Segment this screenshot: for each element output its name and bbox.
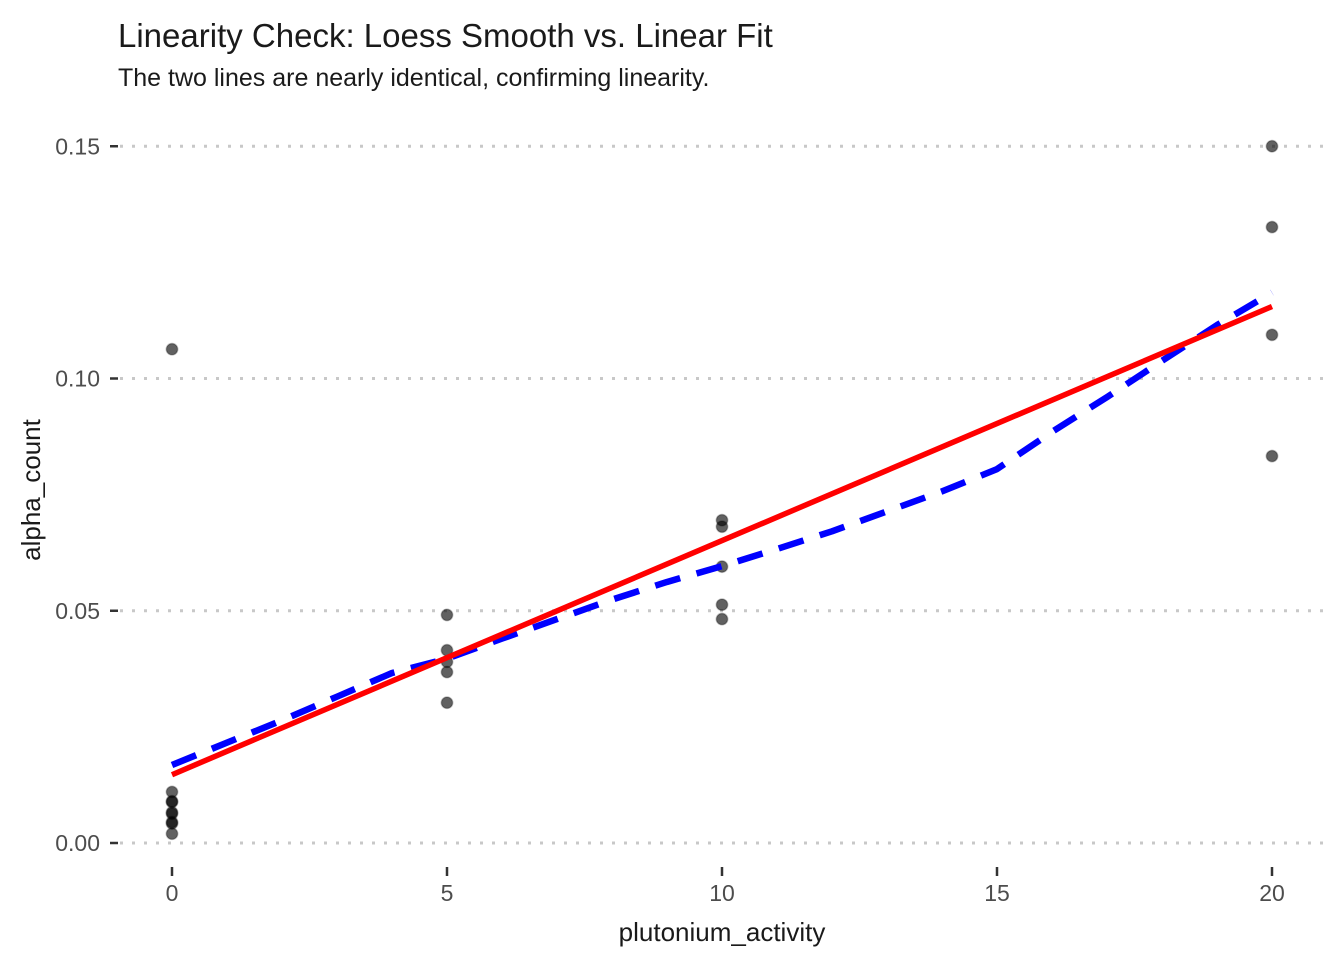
data-point [165,827,179,841]
x-tick-label: 10 [709,880,735,906]
data-point [715,598,729,612]
data-point [715,520,729,534]
y-tick-label: 0.05 [55,598,100,624]
x-tick-label: 15 [984,880,1010,906]
data-point [1265,220,1279,234]
gridlines [120,144,1326,845]
data-point [440,696,454,710]
chart-subtitle: The two lines are nearly identical, conf… [118,64,709,92]
data-point [440,608,454,622]
x-axis-title: plutonium_activity [619,917,826,947]
x-tick-label: 5 [441,880,454,906]
x-tick-label: 20 [1259,880,1285,906]
x-tick-label: 0 [166,880,179,906]
data-point [1265,449,1279,463]
data-point [1265,328,1279,342]
linear_fit-line [170,303,1274,778]
y-tick-label: 0.10 [55,366,100,392]
axis-ticks [110,145,1274,876]
scatter-points [165,139,1279,841]
data-point [440,665,454,679]
data-point [715,612,729,626]
axis-tick-labels: 0 5 10 15 20 0.00 0.05 0.10 0.15 [55,133,1285,906]
y-tick-label: 0.15 [55,133,100,159]
fit-lines [170,289,1274,778]
data-point [165,342,179,356]
data-point [1265,139,1279,153]
y-axis-title: alpha_count [16,418,46,560]
y-tick-label: 0.00 [55,830,100,856]
chart-title: Linearity Check: Loess Smooth vs. Linear… [118,17,773,54]
